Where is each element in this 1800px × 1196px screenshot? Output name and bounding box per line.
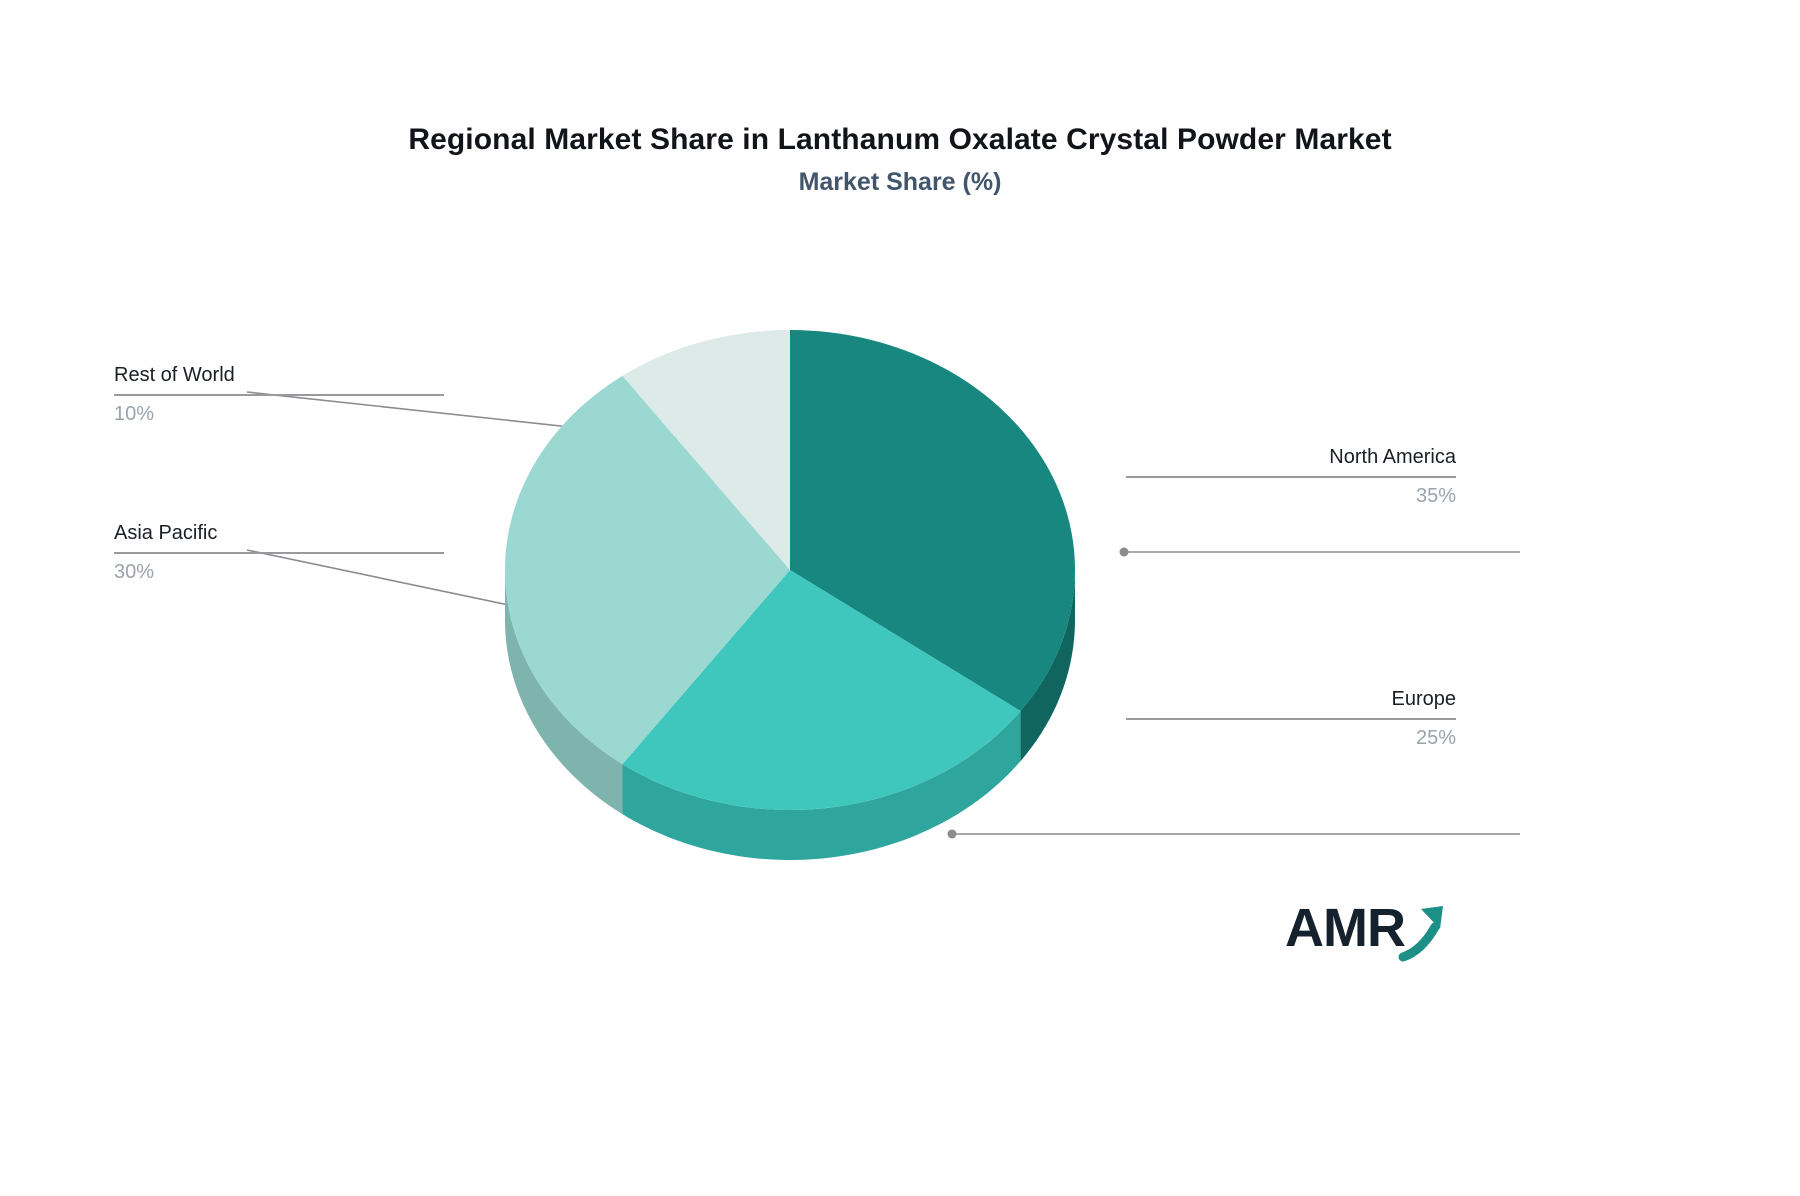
growth-arrow-icon [1398, 906, 1443, 962]
pie-chart [500, 300, 1090, 860]
chart-subtitle: Market Share (%) [798, 168, 1002, 196]
amr-logo: AMR [1285, 893, 1465, 971]
callout-north-america-label: North America [1329, 446, 1456, 468]
callout-europe: Europe 25% [1126, 686, 1456, 751]
pie-slice-rest-of-world[interactable] [622, 330, 790, 570]
pie-slice-asia-pacific[interactable] [505, 375, 790, 765]
pie-side-north-america [1020, 572, 1075, 762]
callout-rest-of-world-value: 10% [114, 403, 155, 425]
leader-line-north-america [1119, 547, 1520, 557]
callout-asia-pacific-value: 30% [114, 561, 155, 583]
amr-logo-text: AMR [1285, 898, 1406, 958]
callout-rest-of-world: Rest of World 10% [114, 362, 444, 427]
page-title: Regional Market Share in Lanthanum Oxala… [408, 123, 1392, 156]
callout-rule [114, 552, 444, 554]
callout-rest-of-world-label: Rest of World [114, 364, 235, 386]
pie-side-europe [622, 711, 1021, 860]
pie-side-asia-pacific [505, 570, 623, 815]
pie-svg [505, 330, 1076, 860]
callout-rule [1126, 476, 1456, 478]
callout-north-america: North America 35% [1126, 444, 1456, 509]
callout-rule [114, 394, 444, 396]
callout-europe-label: Europe [1391, 688, 1457, 710]
callout-north-america-value: 35% [1415, 485, 1456, 507]
callout-europe-value: 25% [1415, 727, 1456, 749]
pie-slice-north-america[interactable] [790, 330, 1076, 712]
callout-asia-pacific: Asia Pacific 30% [114, 520, 444, 585]
callout-rule [1126, 718, 1456, 720]
callout-asia-pacific-label: Asia Pacific [114, 522, 218, 544]
pie-slice-europe[interactable] [622, 570, 1021, 810]
